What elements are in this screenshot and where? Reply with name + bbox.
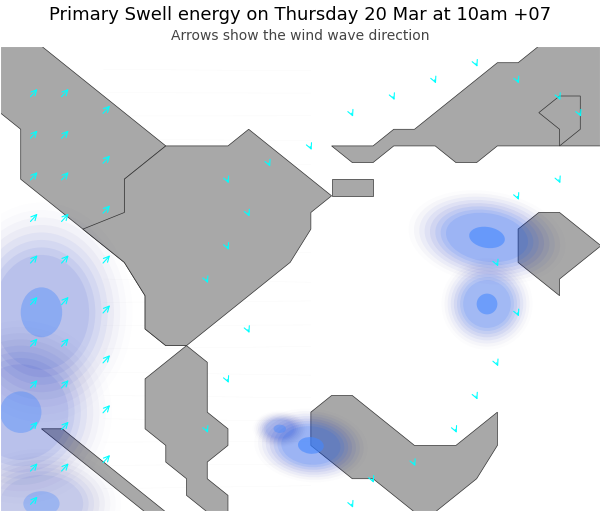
- Ellipse shape: [273, 424, 286, 433]
- Ellipse shape: [441, 209, 533, 265]
- Ellipse shape: [446, 213, 528, 262]
- Polygon shape: [518, 212, 601, 296]
- Ellipse shape: [0, 391, 41, 433]
- Ellipse shape: [266, 419, 294, 438]
- Ellipse shape: [460, 277, 514, 331]
- Ellipse shape: [266, 416, 356, 475]
- Ellipse shape: [281, 426, 341, 465]
- Ellipse shape: [0, 365, 69, 460]
- Ellipse shape: [278, 423, 344, 467]
- Ellipse shape: [424, 200, 549, 275]
- Ellipse shape: [430, 203, 544, 272]
- Ellipse shape: [463, 280, 511, 328]
- Ellipse shape: [435, 206, 538, 269]
- Ellipse shape: [454, 271, 520, 337]
- Ellipse shape: [0, 247, 96, 377]
- Ellipse shape: [477, 293, 498, 314]
- Ellipse shape: [270, 419, 352, 472]
- Ellipse shape: [469, 227, 505, 248]
- Polygon shape: [83, 129, 332, 346]
- Polygon shape: [145, 346, 228, 512]
- Ellipse shape: [0, 255, 89, 370]
- Ellipse shape: [0, 475, 83, 512]
- Text: Arrows show the wind wave direction: Arrows show the wind wave direction: [171, 29, 430, 43]
- Ellipse shape: [298, 437, 324, 454]
- Ellipse shape: [457, 274, 517, 334]
- Ellipse shape: [20, 287, 62, 337]
- Polygon shape: [332, 179, 373, 196]
- Text: Primary Swell energy on Thursday 20 Mar at 10am +07: Primary Swell energy on Thursday 20 Mar …: [49, 6, 552, 24]
- Ellipse shape: [264, 418, 296, 440]
- Ellipse shape: [262, 417, 298, 441]
- Polygon shape: [41, 429, 269, 512]
- Ellipse shape: [0, 358, 75, 466]
- Polygon shape: [0, 46, 186, 346]
- Ellipse shape: [273, 421, 348, 470]
- Polygon shape: [311, 395, 498, 512]
- Polygon shape: [539, 96, 581, 146]
- Ellipse shape: [23, 491, 59, 512]
- Polygon shape: [332, 46, 601, 163]
